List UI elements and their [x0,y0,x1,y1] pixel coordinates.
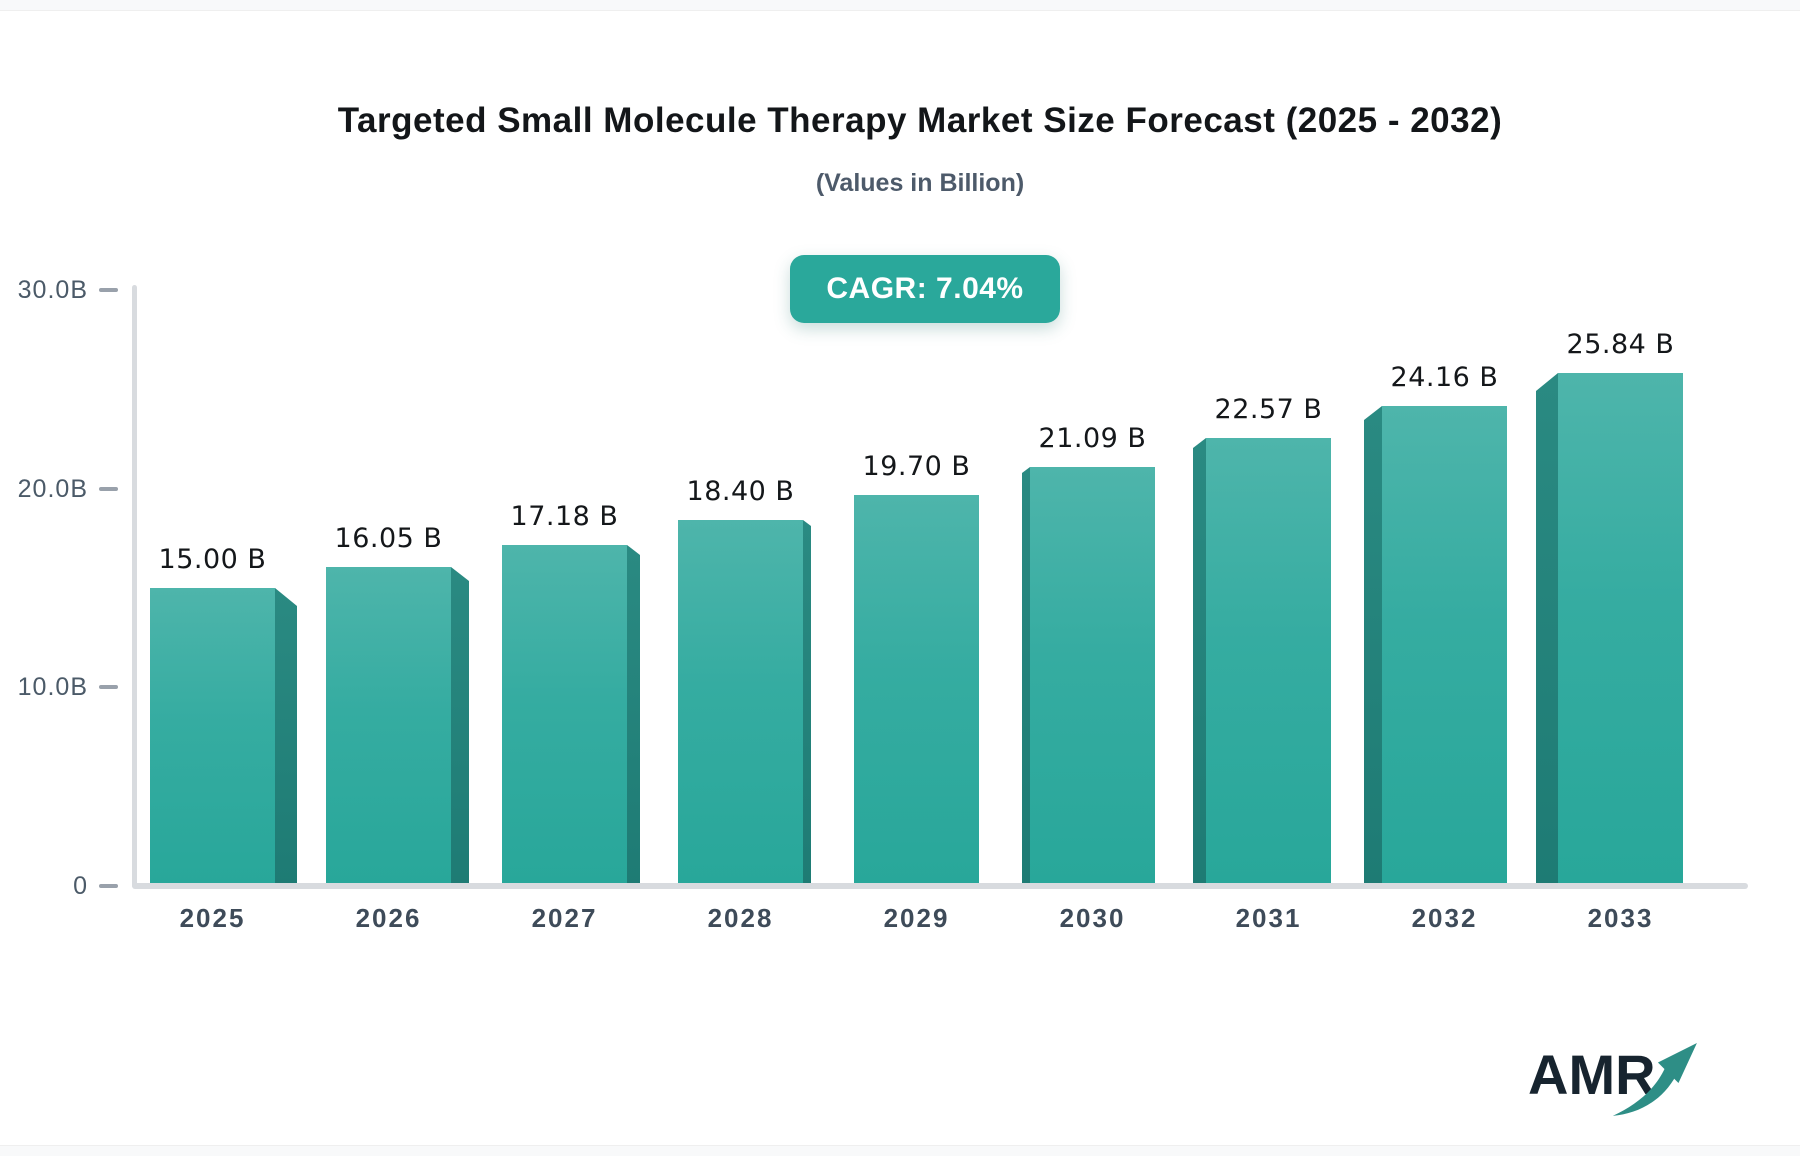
top-edge-strip [0,0,1800,11]
x-axis-label-2033: 2033 [1587,903,1654,933]
bar-2027 [502,545,627,886]
bar-side-2033 [1536,373,1558,886]
x-axis-label-2028: 2028 [707,903,774,933]
bar-side-2027 [627,545,640,886]
x-axis-label-2032: 2032 [1411,903,1478,933]
y-axis-line [132,285,137,888]
bar-value-label: 19.70 B [862,451,971,482]
x-axis-label-2029: 2029 [883,903,950,933]
amr-logo-arrow-icon [1612,1043,1697,1116]
y-tick-mark [99,486,118,491]
bar-value-label: 22.57 B [1214,394,1323,425]
bar-2029 [854,495,979,886]
bottom-edge-strip [0,1145,1800,1156]
x-axis-label-2025: 2025 [179,903,246,933]
x-axis-label-2027: 2027 [531,903,598,933]
chart-title: Targeted Small Molecule Therapy Market S… [337,101,1503,140]
bar-2032 [1382,406,1507,886]
y-tick-label: 10.0B [17,673,88,702]
bar-value-label: 21.09 B [1038,423,1147,454]
x-axis-label-2026: 2026 [355,903,422,933]
bar-value-label: 17.18 B [510,501,619,532]
y-tick-label: 0 [73,872,88,900]
chart-subtitle: (Values in Billion) [815,169,1025,197]
bar-side-2030 [1022,467,1030,886]
bar-2033 [1558,373,1683,886]
bar-2025 [150,588,275,886]
y-tick-mark [99,884,118,888]
bar-value-label: 15.00 B [158,544,267,575]
bar-2028 [678,520,803,886]
bar-value-label: 25.84 B [1566,329,1675,360]
y-tick-mark [99,287,118,292]
bar-value-label: 18.40 B [686,476,795,507]
x-axis-label-2030: 2030 [1059,903,1126,933]
y-tick-mark [99,685,118,690]
amr-logo-text: AMR [1528,1043,1656,1106]
bar-side-2032 [1364,406,1382,886]
bar-side-2031 [1193,438,1206,886]
bar-value-label: 16.05 B [334,523,443,554]
bar-value-label: 24.16 B [1390,362,1499,393]
bar-side-2026 [451,567,469,886]
bar-side-2025 [275,588,297,886]
cagr-badge: CAGR: 7.04% [790,255,1060,323]
bar-side-2028 [803,520,811,886]
x-axis-line [132,883,1748,889]
x-axis-label-2031: 2031 [1235,903,1302,933]
bar-2030 [1030,467,1155,886]
amr-logo: AMR [1520,1040,1740,1130]
bar-2026 [326,567,451,886]
y-tick-label: 20.0B [17,474,88,503]
bar-2031 [1206,438,1331,886]
y-tick-label: 30.0B [17,275,88,304]
